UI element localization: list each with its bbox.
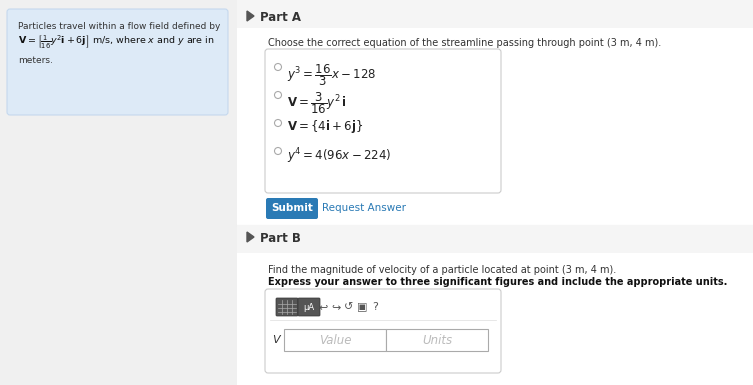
Text: Units: Units <box>422 333 452 347</box>
FancyBboxPatch shape <box>386 329 488 351</box>
Polygon shape <box>247 11 254 21</box>
Text: $\mathbf{V}=\left[\frac{1}{16}y^2\mathbf{i}+6\mathbf{j}\right]$ m/s, where $x$ a: $\mathbf{V}=\left[\frac{1}{16}y^2\mathbf… <box>18 33 215 50</box>
Text: $V$ =: $V$ = <box>272 333 293 345</box>
Text: $y^3 = \dfrac{16}{3}x - 128$: $y^3 = \dfrac{16}{3}x - 128$ <box>287 62 376 88</box>
Text: $y^4 = 4(96x - 224)$: $y^4 = 4(96x - 224)$ <box>287 146 392 166</box>
FancyBboxPatch shape <box>237 225 753 253</box>
Polygon shape <box>247 232 254 242</box>
Text: μA: μA <box>303 303 315 311</box>
Text: Part B: Part B <box>260 232 301 245</box>
FancyBboxPatch shape <box>298 298 320 316</box>
Text: Submit: Submit <box>271 203 313 213</box>
Text: ↪: ↪ <box>331 302 340 312</box>
Text: ↺: ↺ <box>344 302 354 312</box>
FancyBboxPatch shape <box>265 49 501 193</box>
Text: ▣: ▣ <box>357 302 367 312</box>
FancyBboxPatch shape <box>265 289 501 373</box>
FancyBboxPatch shape <box>7 9 228 115</box>
Text: Request Answer: Request Answer <box>322 203 406 213</box>
FancyBboxPatch shape <box>237 0 753 28</box>
Text: Part A: Part A <box>260 11 301 24</box>
FancyBboxPatch shape <box>284 329 386 351</box>
Text: ?: ? <box>372 302 378 312</box>
Text: Particles travel within a flow field defined by: Particles travel within a flow field def… <box>18 22 221 31</box>
FancyBboxPatch shape <box>266 198 318 219</box>
Text: Value: Value <box>319 333 351 347</box>
Text: $\mathbf{V} = \dfrac{3}{16}y^2\,\mathbf{i}$: $\mathbf{V} = \dfrac{3}{16}y^2\,\mathbf{… <box>287 90 347 116</box>
Text: $\mathbf{V} = \{4\mathbf{i} + 6\mathbf{j}\}$: $\mathbf{V} = \{4\mathbf{i} + 6\mathbf{j… <box>287 118 364 135</box>
FancyBboxPatch shape <box>237 0 753 385</box>
Text: Choose the correct equation of the streamline passing through point (3 m, 4 m).: Choose the correct equation of the strea… <box>268 38 661 48</box>
Text: Find the magnitude of velocity of a particle located at point (3 m, 4 m).: Find the magnitude of velocity of a part… <box>268 265 616 275</box>
Text: meters.: meters. <box>18 56 53 65</box>
Text: ↩: ↩ <box>319 302 328 312</box>
FancyBboxPatch shape <box>276 298 298 316</box>
Text: Express your answer to three significant figures and include the appropriate uni: Express your answer to three significant… <box>268 277 727 287</box>
